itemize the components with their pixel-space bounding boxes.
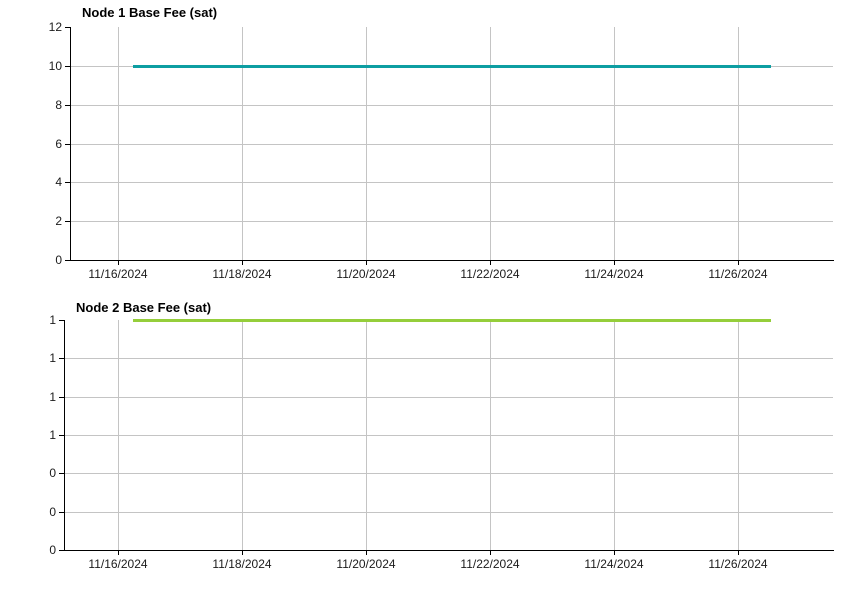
x-axis-node-1 [70,260,834,261]
y-tick [65,182,70,183]
y-tick-label: 1 [49,351,56,365]
y-tick [65,260,70,261]
plot-area-node-2 [64,319,833,551]
x-tick [738,550,739,555]
gridline-horizontal [70,144,833,145]
x-tick [738,260,739,265]
x-tick [366,550,367,555]
x-tick [242,260,243,265]
gridline-vertical [366,27,367,260]
plot-area-node-1 [70,27,833,261]
x-tick [118,260,119,265]
y-tick [59,512,64,513]
x-tick-label: 11/16/2024 [88,267,148,281]
gridline-horizontal [70,221,833,222]
gridline-vertical [366,320,367,550]
gridline-horizontal [64,512,833,513]
y-tick-label: 12 [48,20,62,34]
y-tick [59,320,64,321]
x-tick-label: 11/26/2024 [708,267,768,281]
x-tick [242,550,243,555]
y-tick-label: 0 [49,466,56,480]
x-tick [614,550,615,555]
y-tick-label: 4 [55,175,62,189]
gridline-vertical [118,320,119,550]
x-tick-label: 11/22/2024 [460,267,520,281]
gridline-vertical [490,320,491,550]
gridline-horizontal [64,397,833,398]
x-tick [366,260,367,265]
y-tick [65,105,70,106]
x-tick [614,260,615,265]
y-tick [59,435,64,436]
y-tick-label: 8 [55,98,62,112]
y-tick-label: 0 [49,543,56,557]
y-tick-label: 6 [55,137,62,151]
y-tick [65,27,70,28]
gridline-horizontal [64,435,833,436]
x-tick-label: 11/18/2024 [212,267,272,281]
gridline-vertical [118,27,119,260]
y-tick [59,358,64,359]
gridline-vertical [614,27,615,260]
y-tick [65,66,70,67]
x-tick [490,550,491,555]
gridline-vertical [614,320,615,550]
y-axis-node-2 [64,320,65,551]
chart-title-node-1: Node 1 Base Fee (sat) [82,5,218,20]
y-tick-label: 10 [48,59,62,73]
x-tick-label: 11/20/2024 [336,267,396,281]
y-tick [59,473,64,474]
y-tick-label: 1 [49,390,56,404]
chart-panel-node-2: Node 2 Base Fee (sat) 0 0 0 1 1 1 1 11/16/2024… [0,295,860,600]
gridline-horizontal [64,358,833,359]
gridline-vertical [242,27,243,260]
chart-panel-node-1: Node 1 Base Fee (sat) 0 2 4 6 8 10 12 11/16/20… [0,0,860,295]
y-tick-label: 2 [55,214,62,228]
x-tick-label: 11/24/2024 [584,267,644,281]
y-tick [59,550,64,551]
y-tick-label: 0 [55,253,62,267]
x-tick-label: 11/26/2024 [708,557,768,571]
y-tick [65,221,70,222]
x-tick-label: 11/22/2024 [460,557,520,571]
y-tick-label: 0 [49,505,56,519]
y-tick-label: 1 [49,428,56,442]
gridline-vertical [738,27,739,260]
gridline-vertical [490,27,491,260]
gridline-horizontal [64,473,833,474]
x-tick-label: 11/18/2024 [212,557,272,571]
series-polyline [133,319,771,322]
y-tick-label: 1 [49,313,56,327]
series-polyline [133,65,771,68]
x-tick-label: 11/16/2024 [88,557,148,571]
x-tick [490,260,491,265]
y-axis-node-1 [70,27,71,261]
gridline-horizontal [70,105,833,106]
x-axis-node-2 [64,550,834,551]
gridline-vertical [242,320,243,550]
y-tick [65,144,70,145]
x-tick-label: 11/20/2024 [336,557,396,571]
y-tick [59,397,64,398]
gridline-vertical [738,320,739,550]
gridline-horizontal [70,182,833,183]
x-tick-label: 11/24/2024 [584,557,644,571]
chart-title-node-2: Node 2 Base Fee (sat) [76,300,212,315]
x-tick [118,550,119,555]
